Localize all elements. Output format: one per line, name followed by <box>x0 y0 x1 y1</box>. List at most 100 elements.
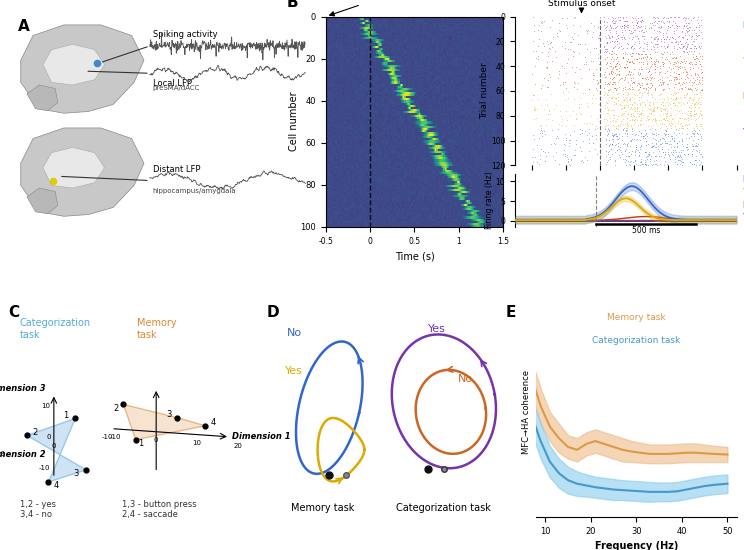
Point <box>609 141 621 150</box>
Point <box>607 132 619 141</box>
Point <box>618 20 630 29</box>
Point <box>676 148 687 157</box>
Point <box>639 24 651 32</box>
Point <box>695 39 707 48</box>
Point <box>664 18 676 26</box>
Point <box>648 60 660 69</box>
Point <box>673 123 684 132</box>
Point <box>567 20 579 29</box>
Point <box>647 160 658 168</box>
Point <box>623 66 635 75</box>
Point <box>622 121 634 130</box>
Point <box>658 19 670 28</box>
Point <box>538 127 550 136</box>
Point <box>626 57 638 66</box>
Point <box>681 67 693 76</box>
Point <box>550 148 562 157</box>
Point <box>529 80 541 89</box>
Point <box>564 161 576 169</box>
Point <box>590 94 602 102</box>
Point <box>641 52 652 61</box>
Point <box>608 111 620 119</box>
Point <box>629 114 641 123</box>
Point <box>681 139 693 148</box>
Point <box>681 72 693 81</box>
Point <box>651 26 663 35</box>
Point <box>626 92 638 101</box>
Point <box>696 100 708 108</box>
Point <box>623 57 635 66</box>
Point <box>645 79 657 87</box>
Point <box>639 148 651 157</box>
Point <box>651 102 663 111</box>
Point <box>603 28 615 36</box>
Point <box>611 117 623 126</box>
Point <box>657 79 669 87</box>
Text: 4: 4 <box>54 481 59 490</box>
Point <box>608 78 620 86</box>
Point <box>695 86 707 95</box>
Point <box>625 76 637 85</box>
Point <box>626 41 638 50</box>
Point <box>638 111 650 119</box>
Point <box>641 59 652 68</box>
Point <box>689 69 701 78</box>
Point <box>671 153 683 162</box>
Point <box>661 80 673 89</box>
Point <box>583 138 595 147</box>
Point <box>574 157 586 166</box>
Point <box>684 107 696 116</box>
Point <box>598 20 610 29</box>
Point <box>614 15 626 24</box>
Point <box>559 107 571 116</box>
Point <box>582 25 594 34</box>
Point <box>641 96 653 104</box>
Text: Stimulus onset: Stimulus onset <box>548 0 615 8</box>
Text: 10: 10 <box>193 440 202 446</box>
Point <box>659 106 671 114</box>
Point <box>612 124 624 133</box>
Point <box>627 108 639 117</box>
Point <box>627 74 639 82</box>
Point <box>586 98 598 107</box>
Point <box>574 49 586 58</box>
Point <box>635 157 647 166</box>
Point <box>624 95 636 103</box>
Point <box>663 62 675 71</box>
Point <box>680 56 692 65</box>
Point <box>693 49 705 58</box>
Point <box>593 89 605 97</box>
Point <box>658 128 670 137</box>
Point <box>629 156 641 164</box>
Point <box>619 102 631 111</box>
Point <box>682 47 693 56</box>
Point <box>655 50 667 59</box>
Point <box>693 94 705 102</box>
Point <box>591 134 603 143</box>
Point <box>638 28 650 36</box>
Point <box>637 44 649 53</box>
Point <box>528 20 540 29</box>
Point <box>669 57 681 66</box>
Point <box>681 123 693 132</box>
Point <box>569 79 581 87</box>
Point <box>629 14 641 23</box>
Point <box>609 78 620 86</box>
Point <box>593 60 605 69</box>
Point <box>573 103 585 112</box>
Point <box>674 119 686 128</box>
Point <box>696 67 708 76</box>
Point <box>670 52 682 61</box>
Point <box>667 96 679 104</box>
Point <box>589 124 600 133</box>
Point <box>577 137 589 146</box>
Point <box>658 85 670 94</box>
Point <box>662 40 674 49</box>
Point <box>642 116 654 124</box>
Point <box>574 100 586 108</box>
Point <box>676 80 688 89</box>
Point <box>607 87 619 96</box>
Point <box>668 143 680 152</box>
Point <box>635 21 647 30</box>
Point <box>691 15 703 24</box>
